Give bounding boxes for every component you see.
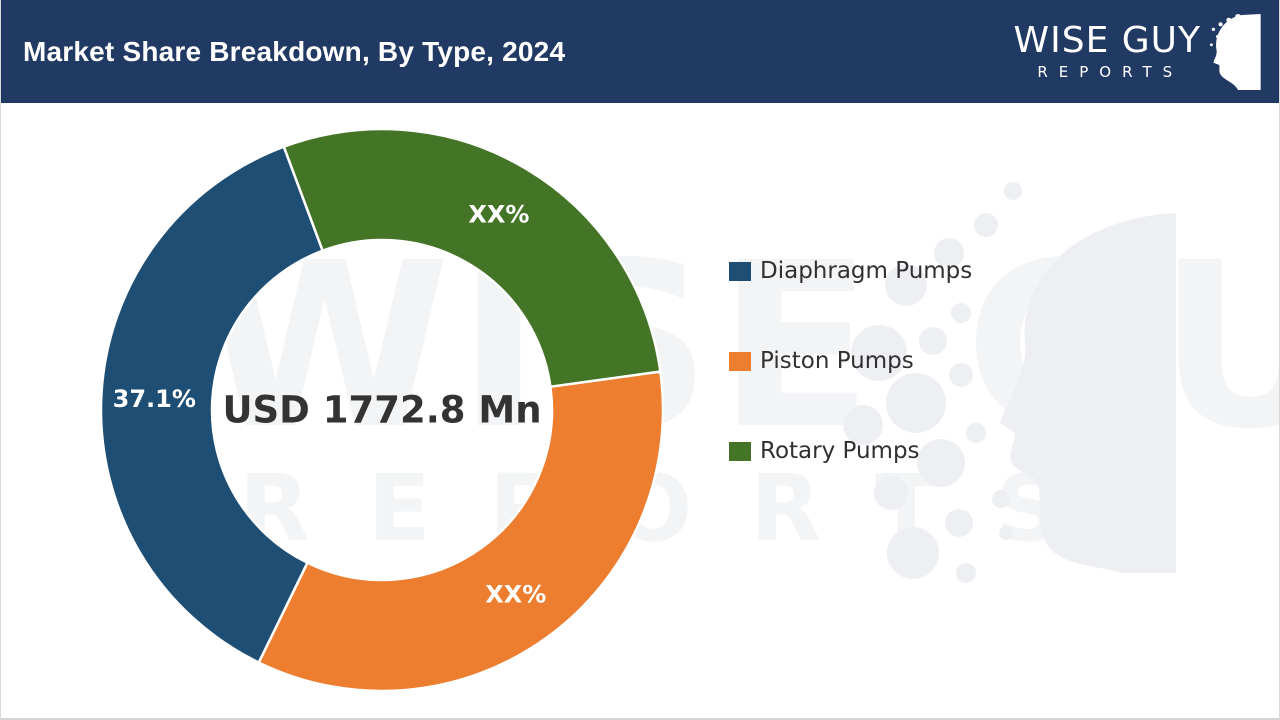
slice-percent-label: 37.1%: [113, 385, 196, 413]
legend-item-diaphragm-pumps: Diaphragm Pumps: [729, 256, 972, 286]
watermark-layer: WISE GUY REPORTS: [1, 103, 1279, 718]
legend-swatch-blue: [729, 261, 751, 281]
donut-slice-piston-pumps: [257, 370, 665, 693]
legend-item-piston-pumps: Piston Pumps: [729, 346, 972, 376]
donut-slice-rotary-pumps: [282, 127, 662, 389]
legend-label: Diaphragm Pumps: [760, 258, 973, 284]
chart-area: WISE GUY REPORTS 37.1% XX% XX%: [1, 103, 1279, 718]
header-bar: Market Share Breakdown, By Type, 2024 WI…: [1, 0, 1279, 103]
slice-percent-label: XX%: [485, 581, 546, 609]
legend-item-rotary-pumps: Rotary Pumps: [729, 436, 972, 466]
legend-swatch-green: [729, 441, 751, 461]
brand-name: WISE GUY: [1013, 20, 1201, 61]
brand-logo-text: WISE GUY REPORTS: [1014, 23, 1202, 80]
page-title: Market Share Breakdown, By Type, 2024: [23, 35, 566, 67]
donut-chart: 37.1% XX% XX%: [99, 127, 665, 693]
watermark-face-icon: [843, 182, 1176, 583]
face-profile-icon: [1209, 13, 1261, 90]
legend-swatch-orange: [729, 351, 751, 371]
legend-label: Rotary Pumps: [760, 438, 920, 464]
legend-label: Piston Pumps: [760, 348, 914, 374]
brand-subname: REPORTS: [1037, 63, 1184, 81]
chart-legend: Diaphragm Pumps Piston Pumps Rotary Pump…: [729, 256, 972, 466]
donut-slice-diaphragm-pumps: [99, 145, 325, 665]
donut-center-total: USD 1772.8 Mn: [222, 388, 542, 432]
brand-logo: WISE GUY REPORTS: [1014, 13, 1264, 90]
slice-percent-label: XX%: [468, 200, 529, 228]
